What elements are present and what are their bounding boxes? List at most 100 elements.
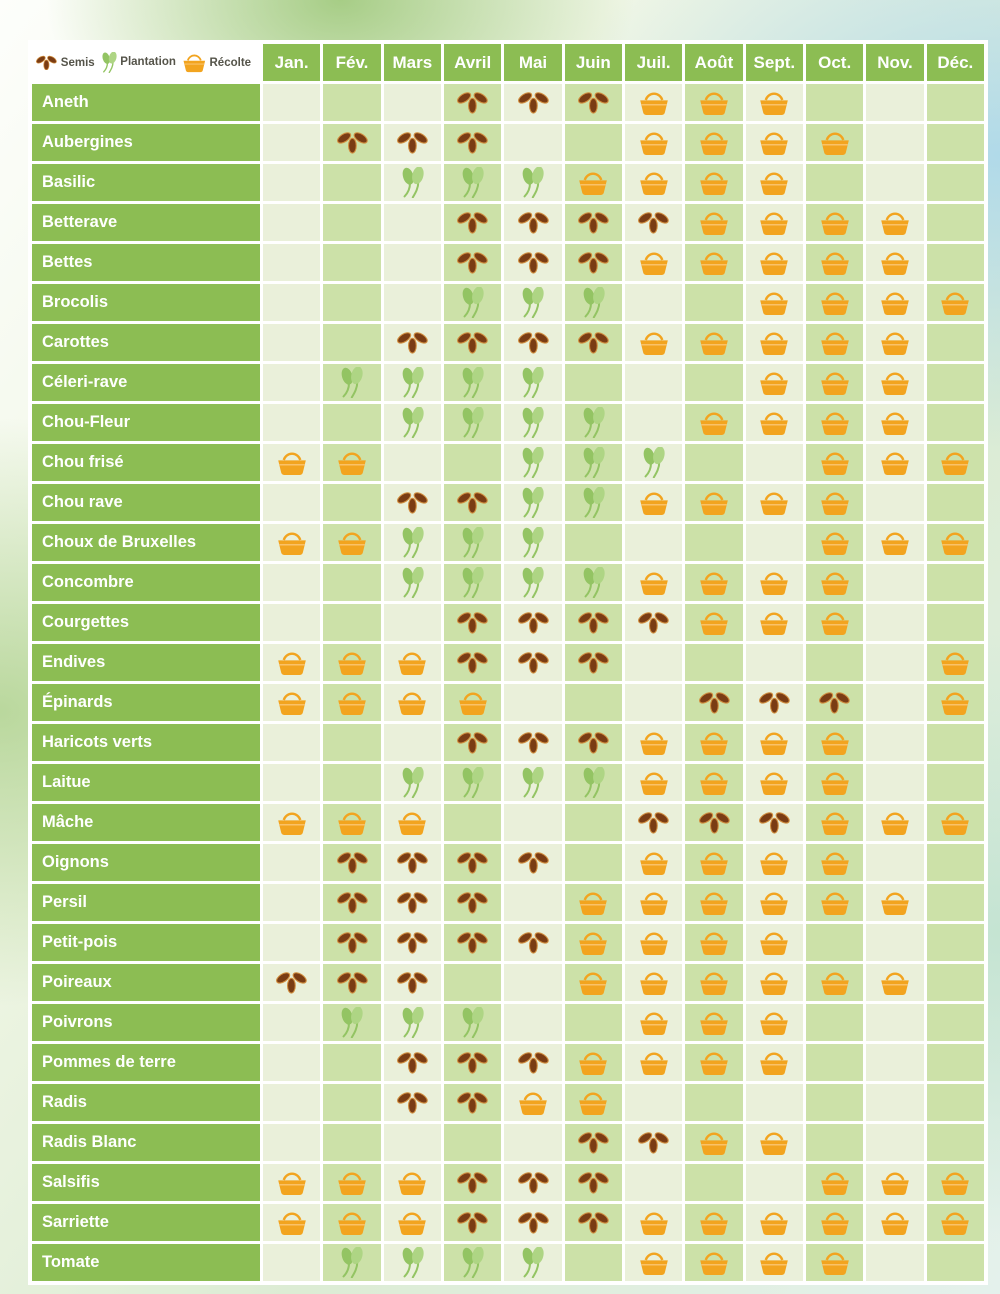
calendar-cell	[805, 684, 864, 721]
seeds-icon	[515, 731, 552, 754]
calendar-cell	[685, 564, 743, 601]
calendar-cell	[745, 324, 803, 361]
calendar-cell	[685, 1204, 743, 1241]
calendar-cell	[745, 724, 803, 761]
calendar-cell	[866, 1164, 924, 1201]
sprout-icon	[519, 406, 547, 439]
basket-icon	[697, 488, 731, 517]
sprout-icon	[399, 526, 427, 559]
seeds-icon	[515, 1051, 552, 1074]
calendar-cell	[926, 1004, 984, 1041]
calendar-cell	[745, 524, 803, 561]
calendar-cell	[564, 964, 622, 1001]
calendar-cell	[624, 524, 683, 561]
seeds-icon	[575, 211, 612, 234]
calendar-cell	[866, 764, 924, 801]
basket-icon	[697, 1248, 731, 1277]
crop-label: Laitue	[32, 764, 260, 801]
calendar-cell	[926, 124, 984, 161]
calendar-cell	[866, 164, 924, 201]
seeds-icon	[635, 611, 672, 634]
calendar-cell	[926, 244, 984, 281]
crop-label: Haricots verts	[32, 724, 260, 761]
calendar-cell	[443, 524, 502, 561]
calendar-cell	[745, 1244, 803, 1281]
basket-icon	[757, 1208, 791, 1237]
seeds-icon	[454, 891, 491, 914]
calendar-cell	[263, 884, 321, 921]
legend-label-recolte: Récolte	[209, 56, 252, 69]
calendar-cell	[685, 1244, 743, 1281]
basket-icon	[275, 688, 309, 717]
calendar-cell	[685, 964, 743, 1001]
calendar-cell	[383, 444, 441, 481]
calendar-cell	[564, 644, 622, 681]
basket-icon	[818, 128, 852, 157]
calendar-cell	[383, 364, 441, 401]
basket-icon	[878, 448, 912, 477]
calendar-cell	[624, 1204, 683, 1241]
calendar-cell	[383, 564, 441, 601]
calendar-cell	[926, 1164, 984, 1201]
calendar-cell	[926, 804, 984, 841]
crop-label: Betterave	[32, 204, 260, 241]
calendar-cell	[263, 244, 321, 281]
calendar-cell	[745, 1164, 803, 1201]
calendar-cell	[263, 1084, 321, 1121]
calendar-cell	[383, 124, 441, 161]
legend: Semis Plantation Récolte	[32, 44, 260, 81]
seeds-icon	[394, 851, 431, 874]
calendar-cell	[866, 124, 924, 161]
calendar-cell	[745, 1084, 803, 1121]
basket-icon	[757, 768, 791, 797]
calendar-cell	[805, 524, 864, 561]
basket-icon	[697, 248, 731, 277]
calendar-cell	[443, 604, 502, 641]
basket-icon	[335, 1168, 369, 1197]
calendar-cell	[504, 844, 562, 881]
basket-icon	[818, 208, 852, 237]
calendar-cell	[263, 1164, 321, 1201]
calendar-cell	[805, 724, 864, 761]
basket-icon	[697, 328, 731, 357]
seeds-icon	[515, 211, 552, 234]
basket-icon	[637, 328, 671, 357]
calendar-cell	[263, 844, 321, 881]
calendar-cell	[685, 164, 743, 201]
basket-icon	[516, 1088, 550, 1117]
calendar-cell	[564, 204, 622, 241]
calendar-cell	[685, 804, 743, 841]
seeds-icon	[454, 211, 491, 234]
month-header-6: Juin	[564, 44, 622, 81]
calendar-cell	[805, 404, 864, 441]
calendar-cell	[564, 1044, 622, 1081]
basket-icon	[818, 1248, 852, 1277]
calendar-cell	[564, 284, 622, 321]
seeds-icon	[756, 691, 793, 714]
basket-icon	[878, 1168, 912, 1197]
calendar-cell	[624, 284, 683, 321]
calendar-cell	[745, 124, 803, 161]
calendar-cell	[624, 364, 683, 401]
basket-icon	[878, 328, 912, 357]
crop-label: Radis Blanc	[32, 1124, 260, 1161]
seeds-icon	[575, 611, 612, 634]
basket-icon	[757, 968, 791, 997]
basket-icon	[637, 1008, 671, 1037]
calendar-cell	[805, 1244, 864, 1281]
calendar-cell	[564, 884, 622, 921]
sprout-icon	[580, 286, 608, 319]
crop-label: Épinards	[32, 684, 260, 721]
sprout-icon	[338, 1246, 366, 1279]
calendar-cell	[866, 84, 924, 121]
basket-icon	[938, 288, 972, 317]
calendar-cell	[263, 84, 321, 121]
calendar-cell	[323, 724, 381, 761]
calendar-cell	[383, 404, 441, 441]
basket-icon	[938, 448, 972, 477]
basket-icon	[757, 488, 791, 517]
month-header-8: Août	[685, 44, 743, 81]
calendar-cell	[926, 884, 984, 921]
sprout-icon	[580, 406, 608, 439]
calendar-cell	[443, 1244, 502, 1281]
